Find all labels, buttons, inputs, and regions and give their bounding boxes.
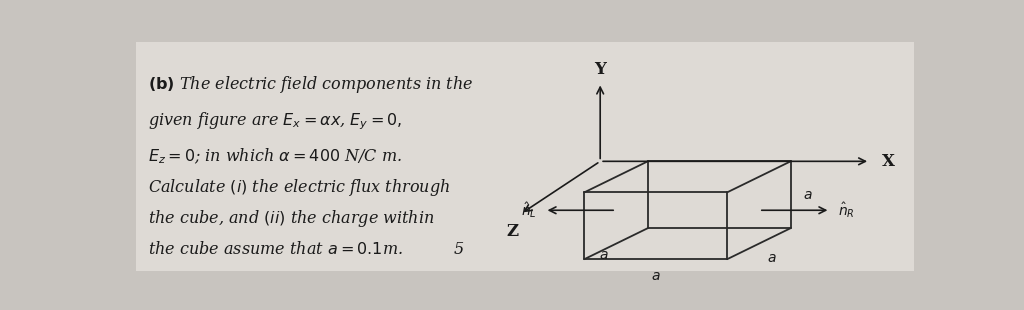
- Text: $\mathit{\mathbf{(b)}}$ The electric field components in the: $\mathit{\mathbf{(b)}}$ The electric fie…: [147, 74, 473, 95]
- Text: Y: Y: [594, 61, 606, 78]
- Text: $\hat{n}_R$: $\hat{n}_R$: [839, 201, 855, 220]
- Text: $a$: $a$: [599, 248, 608, 263]
- Text: given figure are $E_x = \alpha x$, $E_y = 0,$: given figure are $E_x = \alpha x$, $E_y …: [147, 110, 402, 131]
- Text: Calculate $\mathit{(i)}$ the electric flux through: Calculate $\mathit{(i)}$ the electric fl…: [147, 177, 451, 198]
- Text: $\hat{n}_L$: $\hat{n}_L$: [521, 201, 537, 220]
- FancyBboxPatch shape: [136, 42, 913, 271]
- Text: the cube assume that $a = 0.1$m.          5: the cube assume that $a = 0.1$m. 5: [147, 241, 464, 258]
- Text: $E_z = 0$; in which $\alpha = 400$ N/C m.: $E_z = 0$; in which $\alpha = 400$ N/C m…: [147, 147, 402, 166]
- Text: $a$: $a$: [767, 251, 776, 265]
- Text: Z: Z: [507, 224, 519, 240]
- Text: $a$: $a$: [651, 269, 660, 283]
- Text: X: X: [882, 153, 895, 170]
- Text: $a$: $a$: [803, 188, 812, 202]
- Text: the cube, and $\mathit{(ii)}$ the charge within: the cube, and $\mathit{(ii)}$ the charge…: [147, 208, 434, 229]
